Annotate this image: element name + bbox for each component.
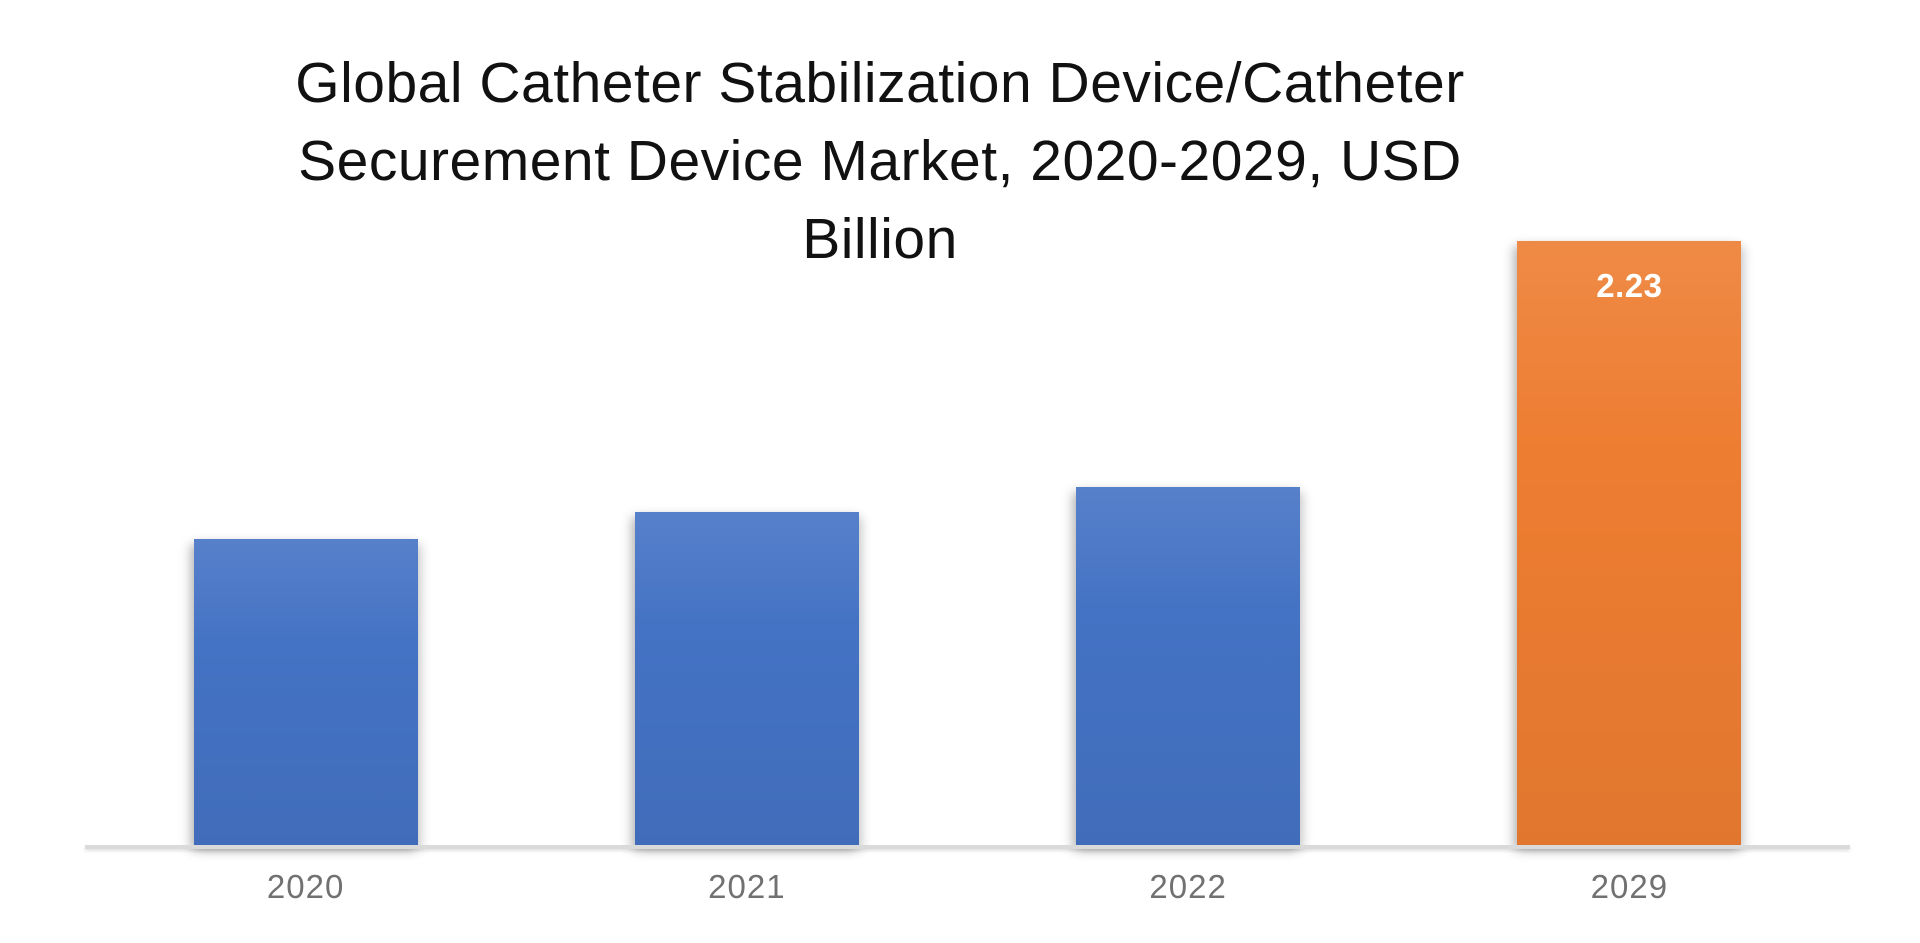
bar-2020: [193, 539, 418, 845]
x-axis-label-2029: 2029: [1590, 868, 1669, 905]
chart-title: Global Catheter Stabilization Device/Cat…: [180, 44, 1580, 278]
chart-title-line2: Securement Device Market, 2020-2029, USD: [298, 129, 1462, 193]
x-axis-label-2020: 2020: [266, 868, 345, 905]
bar-slot-2020: [85, 0, 526, 845]
bar-slot-2029: 2.23: [1409, 0, 1850, 845]
x-axis-label-2021: 2021: [708, 868, 786, 905]
chart-title-line1: Global Catheter Stabilization Device/Cat…: [295, 51, 1465, 115]
x-axis-label-2022: 2022: [1149, 868, 1227, 905]
plot-area: 2.23: [85, 0, 1850, 845]
chart-title-line3: Billion: [802, 207, 958, 271]
bar-2022: [1076, 487, 1301, 845]
bar-slot-2022: [968, 0, 1409, 845]
bar-2021: [634, 512, 859, 845]
bar-value-label-2029: 2.23: [1596, 267, 1663, 304]
bar-2029: 2.23: [1517, 241, 1742, 845]
x-axis-line: [85, 845, 1850, 849]
x-axis-labels: 2020 2021 2022 2029: [85, 868, 1850, 906]
bar-slot-2021: [526, 0, 967, 845]
